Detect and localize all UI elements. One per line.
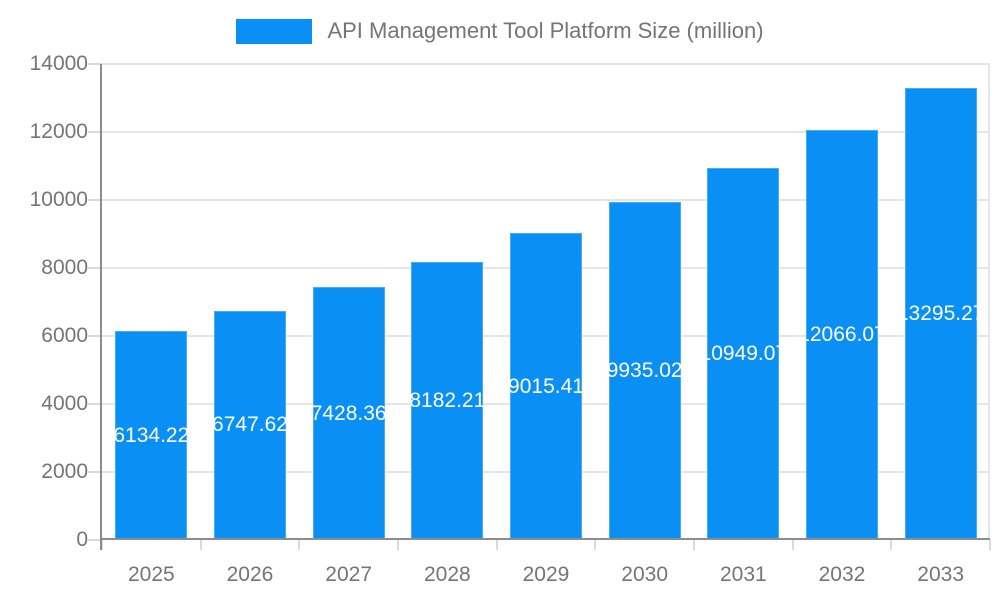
bar-value-label: 13295.27 — [905, 301, 977, 325]
x-axis-tick-label: 2026 — [226, 563, 274, 586]
y-axis-tick-label: 10000 — [29, 188, 88, 211]
y-axis-tick — [88, 131, 102, 133]
x-axis-tick-label: 2025 — [127, 563, 175, 586]
legend-item[interactable]: API Management Tool Platform Size (milli… — [236, 18, 764, 44]
x-axis-tick — [890, 540, 893, 550]
y-axis-tick-label: 12000 — [29, 120, 88, 143]
x-axis-tick — [298, 540, 301, 550]
bar: 12066.07 — [806, 129, 878, 540]
gridline — [102, 199, 990, 201]
y-axis-tick — [88, 267, 102, 269]
bar-value-label: 9015.41 — [510, 374, 582, 398]
bar: 9935.02 — [608, 202, 681, 540]
bar: 6134.22 — [115, 331, 188, 540]
bar-value-label: 8182.21 — [411, 388, 484, 412]
x-axis-tick — [495, 540, 498, 550]
y-axis-tick — [88, 403, 102, 405]
y-axis-tick-label: 14000 — [29, 52, 88, 75]
x-axis-tick — [693, 540, 695, 550]
y-axis-line — [100, 64, 102, 550]
x-axis-tick — [199, 540, 202, 550]
bar-value-label: 9935.02 — [608, 359, 681, 383]
bar-value-label: 12066.07 — [806, 322, 878, 346]
y-axis-tick-label: 6000 — [41, 324, 88, 347]
x-axis-tick-label: 2032 — [818, 563, 866, 586]
bar: 6747.62 — [214, 310, 286, 540]
y-axis-tick — [88, 199, 102, 201]
legend-swatch-icon — [236, 18, 313, 44]
x-axis-tick — [397, 540, 399, 550]
y-axis-tick — [88, 539, 102, 541]
legend: API Management Tool Platform Size (milli… — [0, 18, 1000, 44]
y-axis-tick — [88, 471, 102, 473]
bar-value-label: 7428.36 — [312, 401, 385, 425]
x-axis-tick — [594, 540, 597, 550]
x-axis-tick — [989, 540, 991, 550]
bar: 7428.36 — [312, 287, 385, 540]
y-axis-tick — [88, 335, 102, 337]
x-axis-tick-label: 2029 — [522, 563, 570, 586]
bar: 10949.07 — [707, 167, 780, 540]
y-axis-tick — [88, 63, 102, 65]
bar-value-label: 10949.07 — [707, 341, 779, 365]
plot-area: 6134.22 6747.62 7428.36 8182.21 9015.41 9935.… — [102, 63, 990, 540]
x-axis-tick-label: 2027 — [325, 563, 373, 586]
x-axis-tick-label: 2030 — [621, 563, 669, 586]
y-axis-tick-label: 0 — [76, 528, 88, 551]
x-axis-line — [100, 538, 990, 540]
x-axis-tick — [791, 540, 794, 550]
x-axis-tick-label: 2028 — [423, 563, 471, 586]
bar: 9015.41 — [510, 233, 582, 540]
gridline — [102, 63, 990, 65]
y-axis-tick-label: 2000 — [41, 460, 88, 483]
bar-value-label: 6134.22 — [115, 423, 188, 447]
gridline — [102, 131, 990, 133]
legend-label: API Management Tool Platform Size (milli… — [327, 18, 764, 43]
y-axis-tick-label: 4000 — [41, 392, 88, 415]
y-axis-tick-label: 8000 — [41, 256, 88, 279]
bar-value-label: 6747.62 — [214, 413, 286, 437]
x-axis-tick — [101, 540, 103, 550]
x-axis-tick-label: 2031 — [719, 563, 767, 586]
bar: 13295.27 — [904, 87, 977, 540]
x-axis-tick-label: 2033 — [917, 563, 965, 586]
bar: 8182.21 — [411, 261, 484, 540]
plot-right-border — [988, 64, 990, 540]
